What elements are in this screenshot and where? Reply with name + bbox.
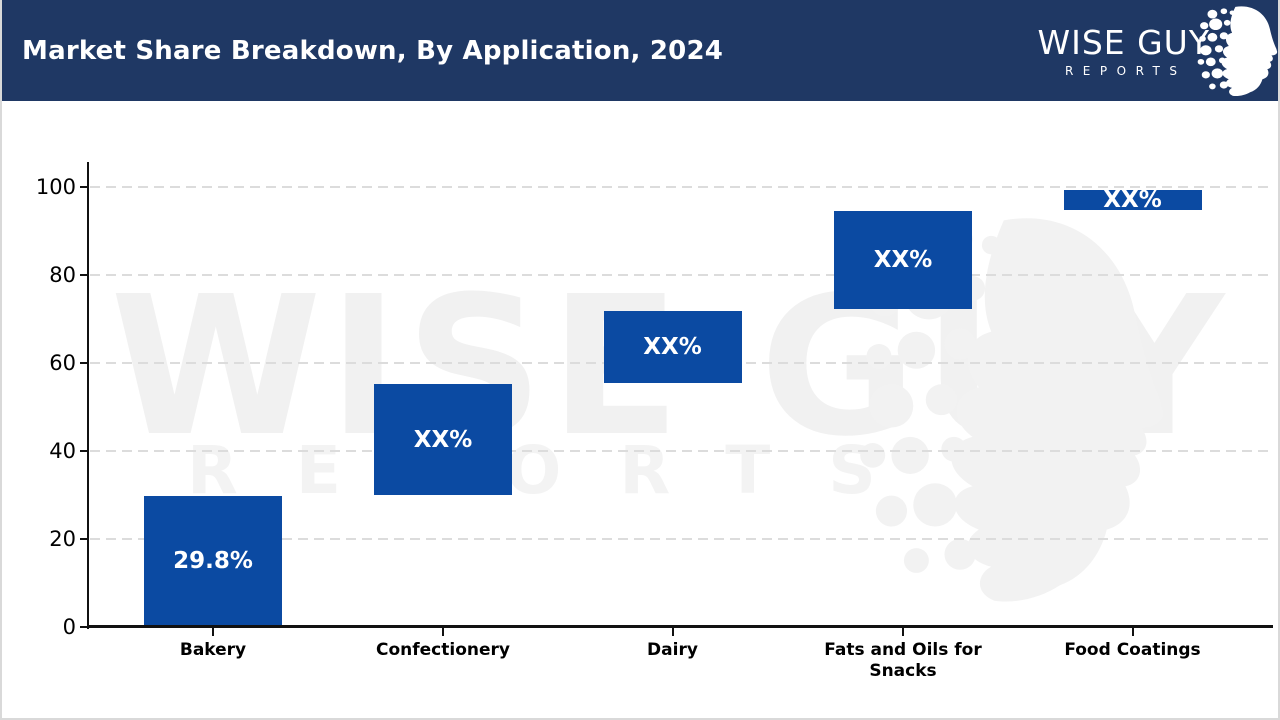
y-tick-label-80: 80 [49, 263, 76, 287]
x-axis-line [87, 625, 1273, 628]
x-tick-4 [1131, 628, 1134, 636]
y-axis-line [87, 162, 89, 629]
y-tick-100 [80, 186, 89, 188]
bar-value-label: 29.8% [173, 548, 253, 575]
bar-confectionery [374, 383, 512, 496]
x-category-label: Bakery [179, 640, 247, 660]
bar-food-coatings [1063, 189, 1202, 210]
y-tick-20 [80, 538, 89, 540]
bar-value-label: XX% [1103, 186, 1162, 213]
logo-face-icon [1197, 5, 1278, 96]
wiseguy-logo: WISE GUY REPORTS [1037, 0, 1278, 101]
y-tick-label-0: 0 [62, 615, 76, 639]
x-category-label: Confectionery [376, 640, 510, 660]
y-tick-label-60: 60 [49, 351, 76, 375]
x-tick-0 [212, 628, 214, 636]
y-tick-label-100: 100 [35, 175, 76, 199]
y-tick-0 [80, 626, 89, 628]
header-bar: Market Share Breakdown, By Application, … [2, 0, 1278, 101]
gridline-80 [90, 274, 1273, 276]
watermark-subtitle: REPORTS [187, 432, 934, 509]
y-tick-40 [80, 450, 89, 452]
logo-wordmark: WISE GUY [1037, 23, 1210, 62]
x-tick-3 [902, 628, 904, 636]
chart-title: Market Share Breakdown, By Application, … [22, 35, 724, 66]
logo-text: WISE GUY REPORTS [1037, 23, 1210, 78]
x-category-label: Fats and Oils for Snacks [824, 640, 982, 682]
bar-value-label: XX% [873, 246, 933, 273]
logo-subtitle: REPORTS [1064, 64, 1187, 78]
bar-bakery [144, 495, 282, 627]
bar-fats-and-oils-for-snacks [834, 210, 972, 309]
bar-value-label: XX% [643, 334, 702, 361]
gridline-20 [90, 538, 1273, 540]
bar-dairy [603, 311, 742, 384]
gridline-40 [90, 450, 1273, 452]
y-tick-60 [80, 362, 89, 364]
y-tick-label-20: 20 [49, 527, 76, 551]
bar-value-label: XX% [413, 426, 473, 453]
gridline-100 [90, 186, 1273, 188]
x-tick-2 [671, 628, 674, 636]
x-category-label: Dairy [647, 640, 698, 660]
x-category-label: Food Coatings [1064, 640, 1201, 660]
x-tick-1 [442, 628, 444, 636]
y-tick-label-40: 40 [49, 439, 76, 463]
y-tick-80 [80, 274, 89, 276]
